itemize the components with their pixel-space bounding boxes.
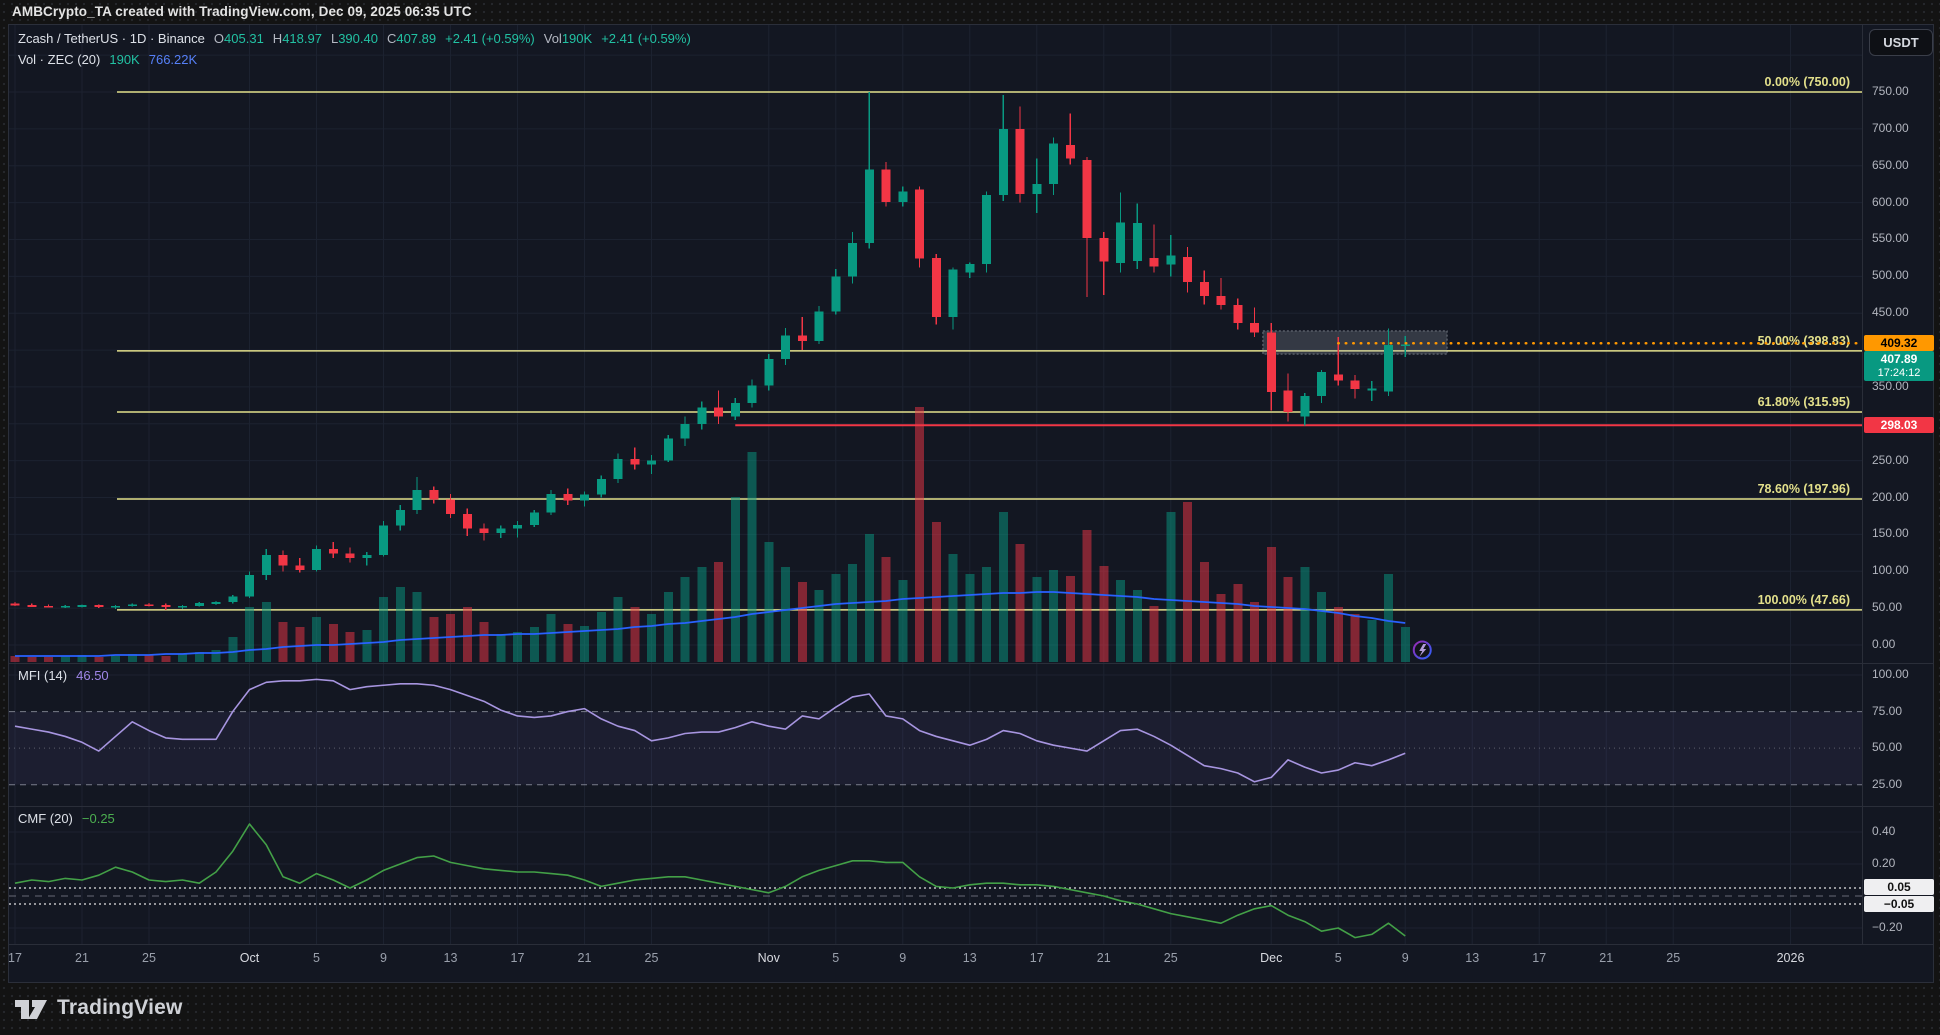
time-tick-label: 17 <box>1532 951 1547 965</box>
bar-countdown: 17:24:12 <box>1877 367 1921 379</box>
volume-current-value: 190K <box>109 52 140 67</box>
price-tick-label: 650.00 <box>1872 157 1909 172</box>
cmf-indicator-row: CMF (20) −0.25 <box>18 811 115 826</box>
last-price-badge: 407.89 17:24:12 <box>1864 351 1934 381</box>
price-tick-label: 50.00 <box>1872 600 1903 615</box>
mfi-value: 46.50 <box>76 668 109 683</box>
time-tick-label: 5 <box>313 951 320 965</box>
last-price-value: 407.89 <box>1880 352 1918 366</box>
tradingview-logo-icon <box>15 1000 47 1019</box>
cmf-tick-label: 0.20 <box>1872 856 1896 870</box>
change-value: +2.41 (+0.59%) <box>445 31 535 46</box>
open-value: 405.31 <box>224 31 264 46</box>
time-tick-label: 9 <box>380 951 387 965</box>
time-tick-label: 13 <box>962 951 977 965</box>
cmf-upper-level-badge: 0.05 <box>1864 879 1934 895</box>
volume-ma-value: 766.22K <box>148 52 198 67</box>
cmf-lower-level-badge: −0.05 <box>1864 896 1934 912</box>
vol-label: Vol <box>543 31 562 46</box>
time-tick-label: 25 <box>1163 951 1178 965</box>
tradingview-logo-text: TradingView <box>57 996 183 1019</box>
mfi-tick-label: 75.00 <box>1872 703 1903 718</box>
low-value: 390.40 <box>338 31 378 46</box>
time-tick-label: 21 <box>1599 951 1614 965</box>
mfi-tick-label: 50.00 <box>1872 740 1903 755</box>
high-value: 418.97 <box>282 31 322 46</box>
time-tick-label: 17 <box>8 951 22 965</box>
time-tick-label: 21 <box>1096 951 1111 965</box>
vol-value: 190K <box>561 31 593 46</box>
watermark-text: AMBCrypto_TA created with TradingView.co… <box>12 4 472 19</box>
time-tick-label: 25 <box>142 951 156 965</box>
price-tick-label: 150.00 <box>1872 526 1909 541</box>
time-tick-label: 13 <box>443 951 458 965</box>
time-tick-label: Oct <box>239 951 260 965</box>
symbol-title[interactable]: Zcash / TetherUS · 1D · Binance <box>18 31 205 46</box>
cmf-label[interactable]: CMF (20) <box>18 811 73 826</box>
time-tick-label: 25 <box>644 951 659 965</box>
price-tick-label: 250.00 <box>1872 452 1909 467</box>
price-tick-label: 450.00 <box>1872 305 1909 320</box>
time-tick-label: 21 <box>577 951 592 965</box>
cmf-tick-label: 0.40 <box>1872 824 1896 838</box>
tradingview-logo[interactable]: TradingView <box>14 994 183 1022</box>
time-tick-label: 9 <box>899 951 907 965</box>
time-tick-label: 5 <box>832 951 840 965</box>
time-tick-label: Dec <box>1260 951 1283 965</box>
support-line-price-badge: 298.03 <box>1864 417 1934 433</box>
price-tick-label: 550.00 <box>1872 231 1909 246</box>
chart-canvas[interactable] <box>8 24 1934 983</box>
volume-indicator-row: Vol · ZEC (20) 190K 766.22K <box>18 52 197 67</box>
price-tick-label: 350.00 <box>1872 378 1909 393</box>
time-tick-label: 17 <box>510 951 525 965</box>
currency-toggle-button[interactable]: USDT <box>1869 29 1933 56</box>
time-tick-label: Nov <box>757 951 780 965</box>
price-tick-label: 500.00 <box>1872 268 1909 283</box>
price-tick-label: 100.00 <box>1872 563 1909 578</box>
price-tick-label: 750.00 <box>1872 84 1909 98</box>
time-tick-label: 21 <box>75 951 89 965</box>
low-label: L <box>330 31 339 46</box>
close-value: 407.89 <box>396 31 437 46</box>
volume-indicator-label[interactable]: Vol · ZEC (20) <box>18 52 101 67</box>
close-label: C <box>386 31 397 46</box>
high-label: H <box>272 31 283 46</box>
time-tick-label: 9 <box>1401 951 1409 965</box>
price-tick-label: 600.00 <box>1872 194 1909 209</box>
open-label: O <box>213 31 225 46</box>
vol-change-value: +2.41 (+0.59%) <box>601 31 691 46</box>
price-tick-label: 200.00 <box>1872 489 1909 504</box>
mfi-indicator-row: MFI (14) 46.50 <box>18 668 109 683</box>
symbol-info-bar: Zcash / TetherUS · 1D · Binance O405.31 … <box>18 31 691 46</box>
price-tick-label: 700.00 <box>1872 120 1909 135</box>
mfi-label[interactable]: MFI (14) <box>18 668 68 683</box>
time-tick-label: 25 <box>1666 951 1681 965</box>
alert-price-badge: 409.32 <box>1864 335 1934 351</box>
mfi-tick-label: 100.00 <box>1872 667 1909 681</box>
cmf-value: −0.25 <box>81 811 115 826</box>
time-tick-label: 17 <box>1029 951 1044 965</box>
mfi-tick-label: 25.00 <box>1872 776 1903 791</box>
price-tick-label: 0.00 <box>1872 637 1896 651</box>
time-tick-label: 13 <box>1465 951 1480 965</box>
time-tick-label: 5 <box>1334 951 1342 965</box>
cmf-tick-label: −0.20 <box>1872 920 1903 934</box>
time-tick-label: 2026 <box>1776 951 1805 965</box>
